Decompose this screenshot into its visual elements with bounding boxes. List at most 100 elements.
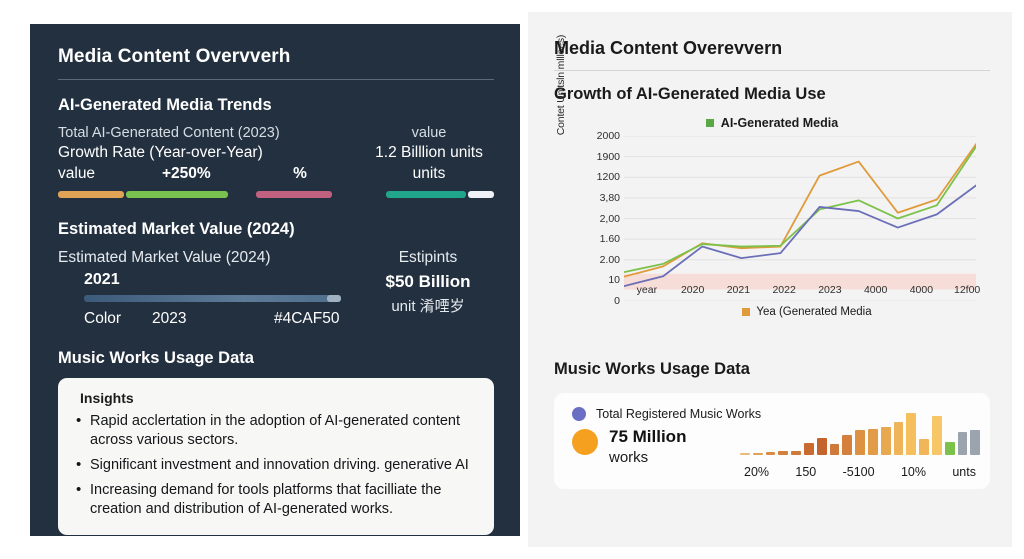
- music-works-legend: Total Registered Music Works: [572, 407, 972, 421]
- market-value-sublabel: Estimated Market Value (2024): [58, 249, 271, 267]
- right-panel-title: Media Content Overevvern: [554, 38, 783, 58]
- progress-bar-orange: [58, 191, 124, 199]
- mini-bar: [829, 444, 840, 455]
- growth-value-label: value: [58, 164, 96, 182]
- ai-trends-metrics: Total AI-Generated Content (2023) Growth…: [58, 124, 494, 184]
- market-value-heading: Estimated Market Value (2024): [58, 220, 295, 239]
- insights-card: Insights Rapid acclertation in the adopt…: [58, 378, 494, 535]
- legend-label-bottom: Yea (Generated Media: [756, 306, 872, 318]
- mini-bar: [855, 430, 865, 455]
- market-value-slider[interactable]: [84, 295, 341, 303]
- chart-y-tick: 1.60: [599, 233, 620, 246]
- chart-y-axis-ticks: 2000 1900 1200 3,80 2,00 1.60 2.00 10 0: [576, 130, 620, 307]
- chart-x-tick: 4000: [909, 284, 934, 296]
- color-hex: #4CAF50: [274, 310, 340, 328]
- chart-x-axis-ticks: year 2020 2021 2022 2023 4000 4000 12f00: [624, 284, 990, 300]
- progress-bar-green: [125, 191, 229, 199]
- total-units-value: 1.2 Billlion units: [375, 144, 483, 162]
- left-title-divider: [58, 79, 494, 80]
- mini-bar: [816, 437, 827, 455]
- ai-trends-right-column: value 1.2 Billlion units units: [358, 124, 494, 184]
- music-works-mini-bar-chart: [740, 411, 981, 455]
- color-year: 2023: [152, 310, 187, 328]
- market-value-left-column: Estimated Market Value (2024) 2021 Color…: [58, 248, 358, 328]
- left-panel-title: Media Content Overvverh: [58, 46, 291, 67]
- chart-x-tick: 2022: [772, 284, 796, 296]
- ai-trends-progress-bars: [58, 191, 495, 199]
- music-works-value: 75 Million: [609, 427, 687, 446]
- chart-y-tick: 2.00: [599, 253, 620, 266]
- mini-axis-label: 150: [795, 465, 817, 479]
- mini-bar: [919, 438, 929, 455]
- music-works-legend-label: Total Registered Music Works: [596, 407, 762, 421]
- mini-axis-label: unts: [952, 465, 976, 479]
- growth-rate-label: Growth Rate (Year-over-Year): [58, 144, 263, 162]
- growth-unit: %: [293, 164, 307, 182]
- right-light-panel: Media Content Overevvern Growth of AI-Ge…: [528, 12, 1012, 547]
- legend-swatch-green-icon: [705, 119, 714, 127]
- left-dark-panel: Media Content Overvverh AI-Generated Med…: [30, 24, 520, 536]
- market-value-right-column: Estipints $50 Billion unit 淆㖶岁: [358, 248, 494, 328]
- music-works-value-block: 75 Million works: [572, 427, 972, 466]
- legend-swatch-orange-icon: [742, 308, 751, 316]
- market-value-metrics: Estimated Market Value (2024) 2021 Color…: [58, 248, 494, 328]
- market-value-year: 2021: [84, 271, 120, 289]
- chart-x-tick: 4000: [863, 284, 888, 296]
- chart-y-tick: 0: [614, 295, 620, 307]
- music-works-heading-right: Music Works Usage Data: [554, 360, 750, 378]
- music-works-mini-axis-labels: 20% 150 -5100 10% unts: [740, 465, 980, 479]
- music-works-heading-left: Music Works Usage Data: [58, 349, 254, 368]
- chart-x-tick: 2020: [680, 284, 705, 296]
- chart-y-tick: 1200: [596, 171, 620, 184]
- mini-bar: [944, 442, 955, 455]
- estipints-value: $50 Billion: [385, 272, 471, 292]
- mini-bar: [893, 421, 904, 455]
- ai-trends-left-column: Total AI-Generated Content (2023) Growth…: [58, 124, 358, 184]
- progress-bar-white: [468, 191, 495, 199]
- mini-axis-label: -5100: [842, 465, 875, 479]
- mini-bar: [791, 451, 801, 455]
- market-value-color-row: Color 2023 #4CAF50: [84, 310, 358, 328]
- music-works-figures: 75 Million works: [609, 427, 686, 466]
- mini-bar: [957, 432, 968, 455]
- estipints-label: Estipints: [398, 249, 458, 267]
- chart-y-tick: 1900: [596, 150, 620, 163]
- total-units-unit: units: [412, 164, 446, 182]
- chart-legend-top[interactable]: AI-Generated Media: [554, 116, 990, 130]
- insights-list: Rapid acclertation in the adoption of AI…: [72, 411, 478, 519]
- list-item: Increasing demand for tools platforms th…: [72, 480, 478, 519]
- mini-bar: [906, 413, 917, 455]
- chart-y-axis-title: Contet Unitsln mllloes): [555, 34, 567, 136]
- list-item: Significant investment and innovation dr…: [72, 455, 478, 475]
- mini-bar: [765, 451, 776, 455]
- list-item: Rapid acclertation in the adoption of AI…: [72, 411, 478, 450]
- chart-legend-bottom[interactable]: Yea (Generated Media: [624, 306, 990, 318]
- chart-plot-area: Contet Unitsln mllloes) 2000 1900 1200 3,80…: [554, 35, 990, 307]
- legend-dot-purple-icon: [572, 407, 586, 421]
- value-dot-orange-icon: [572, 429, 598, 455]
- insights-title: Insights: [80, 390, 134, 407]
- estipints-unit: unit 淆㖶岁: [391, 298, 465, 316]
- chart-x-tick: 2023: [818, 284, 842, 296]
- mini-bar: [778, 450, 789, 455]
- chart-x-tick: 12f00: [953, 284, 981, 296]
- legend-label-top: AI-Generated Media: [720, 116, 839, 130]
- total-units-label: value: [411, 125, 447, 141]
- chart-y-tick: 10: [608, 274, 620, 287]
- growth-rate-row: value +250% %: [58, 165, 358, 183]
- market-value-slider-knob[interactable]: [327, 295, 341, 303]
- line-chart: AI-Generated Media Contet Unitsln mllloe…: [554, 35, 990, 336]
- mini-bar: [740, 453, 750, 455]
- mini-bar: [842, 434, 853, 455]
- mini-axis-label: 10%: [900, 465, 926, 479]
- mini-bar: [880, 427, 891, 455]
- progress-bar-pink: [256, 191, 332, 199]
- mini-bar: [970, 430, 981, 455]
- chart-heading: Growth of AI-Generated Media Use: [554, 85, 826, 103]
- chart-y-tick: 3,80: [599, 191, 620, 204]
- music-works-unit: works: [609, 449, 649, 466]
- progress-bar-teal: [385, 191, 467, 199]
- ai-trends-heading: AI-Generated Media Trends: [58, 96, 272, 114]
- chart-y-tick: 2,00: [599, 212, 620, 225]
